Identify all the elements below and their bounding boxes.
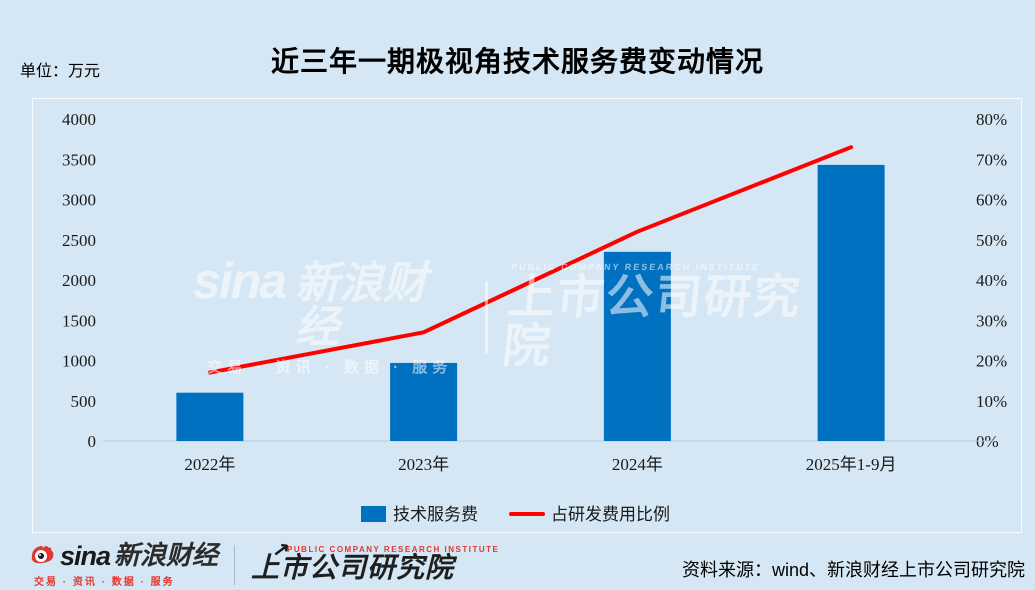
left-axis-tick-label: 500 — [71, 392, 97, 411]
left-axis-tick-label: 4000 — [62, 110, 96, 129]
left-axis-tick-label: 3000 — [62, 191, 96, 210]
source-note: 资料来源：wind、新浪财经上市公司研究院 — [681, 560, 1025, 580]
sina-logo-block: sina 新浪财经 交易 · 资讯 · 数据 · 服务 — [28, 540, 219, 588]
sina-logo-text: sina — [60, 540, 111, 571]
right-axis-tick-label: 80% — [976, 110, 1007, 129]
x-axis-label: 2024年 — [612, 455, 663, 474]
left-axis-tick-label: 2000 — [62, 271, 96, 290]
bar-2024年 — [603, 251, 671, 441]
left-axis-tick-label: 0 — [88, 432, 97, 451]
institute-name: 上市公司研究院 — [251, 553, 455, 585]
sina-brand-text: 新浪财经 — [114, 541, 219, 570]
sina-tagline: 交易 · 资讯 · 数据 · 服务 — [34, 576, 175, 588]
right-axis-tick-label: 60% — [976, 191, 1007, 210]
chart-plot: 4000 3500 3000 2500 2000 1500 1000 500 0 80% 70% 60… — [62, 110, 1007, 524]
right-axis-tick-label: 50% — [976, 231, 1007, 250]
axis-unit-label: 单位：万元 — [20, 63, 101, 80]
institute-arrow-icon: ↗ — [271, 538, 292, 563]
ratio-line — [207, 145, 854, 375]
legend-bar-label: 技术服务费 — [393, 505, 478, 524]
institute-en-text: PUBLIC COMPANY RESEARCH INSTITUTE — [287, 545, 500, 555]
left-axis-tick-label: 2500 — [62, 231, 96, 250]
bar-2023年 — [390, 362, 458, 441]
right-axis-tick-label: 20% — [976, 352, 1007, 371]
bar-2025年1-9月 — [817, 164, 885, 441]
institute-logo-block: ↗ PUBLIC COMPANY RESEARCH INSTITUTE 上市公司… — [251, 538, 500, 585]
left-axis-tick-label: 1500 — [62, 311, 96, 330]
right-axis-tick-label: 40% — [976, 271, 1007, 290]
bar-2022年 — [176, 392, 244, 441]
x-axis-label: 2025年1-9月 — [806, 455, 897, 474]
sina-eye-icon — [31, 546, 54, 564]
chart-title: 近三年一期极视角技术服务费变动情况 — [270, 46, 764, 77]
left-axis-tick-label: 3500 — [62, 150, 96, 169]
right-axis-tick-label: 70% — [976, 150, 1007, 169]
x-axis-label: 2023年 — [398, 455, 449, 474]
legend-line-label: 占研发费用比例 — [551, 505, 670, 524]
x-axis-label: 2022年 — [184, 455, 235, 474]
legend-bar-swatch — [361, 506, 386, 522]
footer-logos: sina 新浪财经 交易 · 资讯 · 数据 · 服务 ↗ PUBLIC COM… — [28, 538, 500, 588]
right-axis-tick-label: 30% — [976, 311, 1007, 330]
chart-area: 4000 3500 3000 2500 2000 1500 1000 500 0 80% 70% 60… — [32, 98, 1022, 533]
right-axis-tick-label: 10% — [976, 392, 1007, 411]
left-axis-tick-label: 1000 — [62, 352, 96, 371]
footer-divider — [234, 545, 236, 585]
